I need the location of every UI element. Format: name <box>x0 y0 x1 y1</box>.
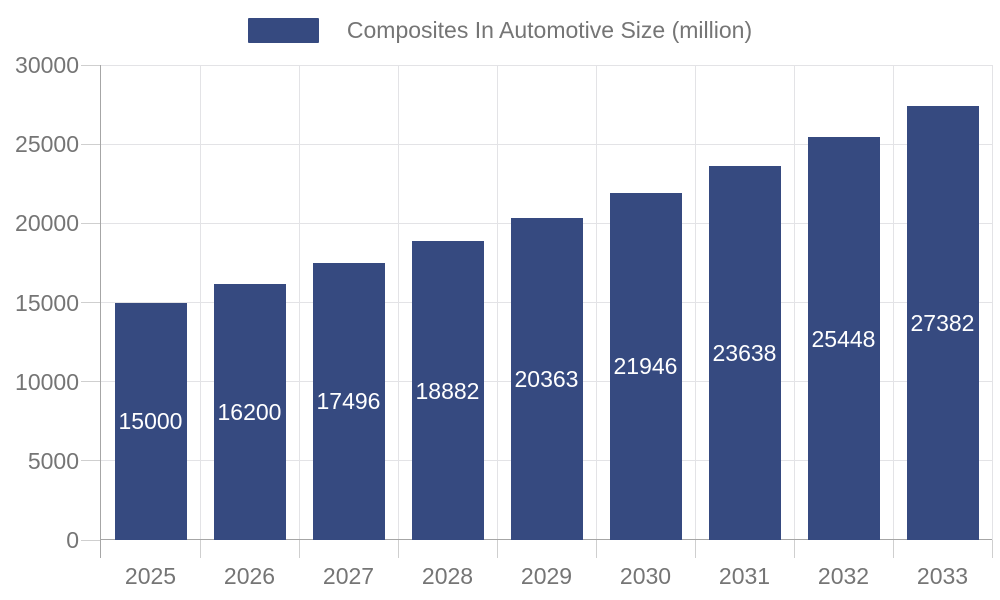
x-tick-mark <box>991 540 993 558</box>
x-tick-mark <box>892 540 894 558</box>
y-tick-label: 0 <box>66 527 79 553</box>
x-tick-mark <box>496 540 498 558</box>
y-tick-mark <box>81 222 101 224</box>
v-gridline <box>298 65 300 540</box>
y-tick-label: 30000 <box>15 52 79 78</box>
bar-value-label: 18882 <box>415 377 480 404</box>
y-tick-mark <box>81 64 101 66</box>
bar: 15000 <box>114 302 187 540</box>
x-tick-mark <box>793 540 795 558</box>
x-tick-label: 2025 <box>124 563 177 589</box>
x-tick-label: 2030 <box>619 563 672 589</box>
x-tick-mark <box>298 540 300 558</box>
v-gridline <box>199 65 201 540</box>
y-tick-mark <box>81 381 101 383</box>
bar: 23638 <box>708 165 781 540</box>
h-gridline <box>101 143 992 145</box>
x-tick-mark <box>694 540 696 558</box>
legend[interactable]: Composites In Automotive Size (million) <box>0 17 1000 44</box>
legend-swatch <box>247 18 319 43</box>
x-tick-label: 2028 <box>421 563 474 589</box>
x-tick-label: 2029 <box>520 563 573 589</box>
bar: 17496 <box>312 262 385 540</box>
bar: 21946 <box>609 192 682 540</box>
y-axis-line <box>100 65 101 558</box>
h-gridline <box>101 64 992 66</box>
bar-value-label: 21946 <box>613 353 678 380</box>
v-gridline <box>595 65 597 540</box>
x-tick-label: 2026 <box>223 563 276 589</box>
x-tick-label: 2032 <box>817 563 870 589</box>
bar: 18882 <box>411 241 484 540</box>
y-tick-label: 25000 <box>15 131 79 158</box>
bar-value-label: 27382 <box>910 310 975 337</box>
v-gridline <box>892 65 894 540</box>
bar-value-label: 23638 <box>712 339 777 366</box>
bar-value-label: 16200 <box>217 398 282 425</box>
bar-value-label: 25448 <box>811 325 876 352</box>
legend-label: Composites In Automotive Size (million) <box>346 17 753 43</box>
bar: 16200 <box>213 283 286 540</box>
x-tick-label: 2033 <box>916 563 969 589</box>
bar-value-label: 20363 <box>514 365 579 392</box>
v-gridline <box>496 65 498 540</box>
x-tick-mark <box>397 540 399 558</box>
y-tick-label: 15000 <box>15 289 79 316</box>
x-tick-mark <box>595 540 597 558</box>
y-tick-label: 10000 <box>15 368 79 395</box>
bar: 20363 <box>510 217 583 540</box>
x-tick-label: 2031 <box>718 563 771 589</box>
y-tick-label: 5000 <box>27 447 79 474</box>
v-gridline <box>694 65 696 540</box>
bar-value-label: 15000 <box>118 408 183 435</box>
y-tick-mark <box>81 539 101 541</box>
x-tick-label: 2027 <box>322 563 375 589</box>
v-gridline <box>991 65 993 540</box>
bar: 25448 <box>807 137 880 540</box>
y-tick-mark <box>81 460 101 462</box>
v-gridline <box>793 65 795 540</box>
bar: 27382 <box>906 106 979 540</box>
y-tick-label: 20000 <box>15 210 79 237</box>
y-tick-mark <box>81 143 101 145</box>
x-tick-mark <box>199 540 201 558</box>
v-gridline <box>397 65 399 540</box>
y-tick-mark <box>81 302 101 303</box>
bar-value-label: 17496 <box>316 388 381 415</box>
